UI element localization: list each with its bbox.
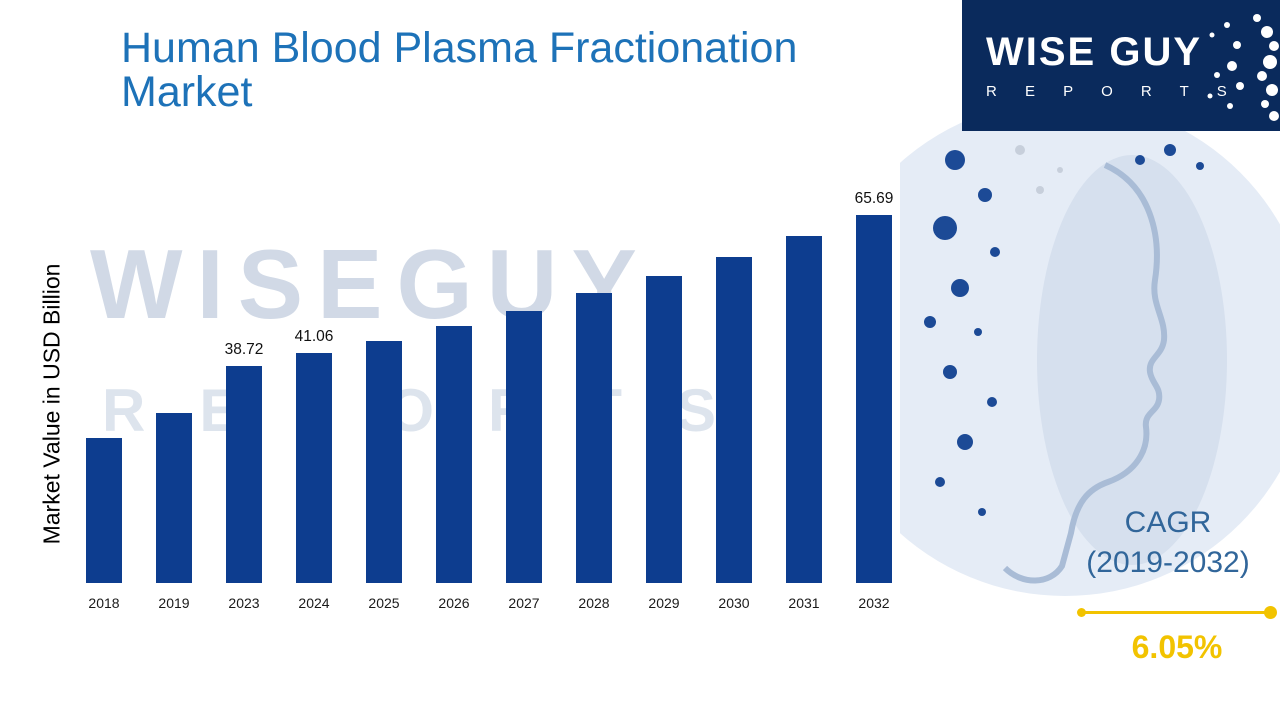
page-title: Human Blood Plasma Fractionation Market [121,24,798,117]
bar [226,366,262,583]
bar-column: 2027 [506,286,542,611]
bar [506,311,542,583]
x-axis-tick-label: 2023 [228,595,260,611]
wise-guy-reports-logo: WISE GUY R E P O R T S [962,0,1280,131]
y-axis-label: Market Value in USD Billion [38,263,65,545]
bar-column: 2025 [366,316,402,611]
cagr-value: 6.05% [1131,629,1223,665]
bar-column: 2018 [86,413,122,611]
bar-column: 2030 [716,232,752,611]
x-axis-tick-label: 2028 [578,595,610,611]
bar-column: 2031 [786,211,822,611]
bar [366,341,402,583]
logo-wise-guy: WISE GUY [986,30,1203,74]
cagr-underline [1077,606,1277,619]
x-axis-tick-label: 2031 [788,595,820,611]
bar-value-label: 41.06 [294,328,334,345]
logo-text: WISE GUY R E P O R T S [986,30,1239,100]
bar [646,276,682,583]
bar-value-label: 38.72 [224,341,264,358]
x-axis-tick-label: 2024 [298,595,330,611]
bar [296,353,332,583]
x-axis-tick-label: 2018 [88,595,120,611]
bar-column: 41.06 2024 [294,328,334,611]
bar-column: 2029 [646,251,682,611]
face-watermark-art [900,100,1280,596]
bar-column: 65.69 2032 [854,190,894,611]
cagr-range: (2019-2032) [1086,546,1250,579]
face-shadow [1037,155,1227,565]
bar [716,257,752,583]
dot-pattern [924,144,1204,516]
face-profile-line [1002,162,1168,584]
cagr-block: CAGR (2019-2032) [1062,506,1274,580]
x-axis-tick-label: 2032 [858,595,890,611]
bar [786,236,822,583]
logo-face-dots-icon [1207,14,1279,121]
x-axis-tick-label: 2019 [158,595,190,611]
x-axis-tick-label: 2026 [438,595,470,611]
bar [436,326,472,583]
x-axis-tick-label: 2029 [648,595,680,611]
bar [856,215,892,583]
bar-column: 2019 [156,388,192,611]
bar-chart: 2018 2019 38.72 2023 41.06 2024 2025 2026 2027 20… [86,190,894,611]
bar-column: 2028 [576,268,612,611]
x-axis-tick-label: 2027 [508,595,540,611]
logo-reports: R E P O R T S [986,83,1239,100]
bar [576,293,612,583]
watermark-wiseguy: WISEGUY [90,229,651,339]
x-axis-tick-label: 2025 [368,595,400,611]
gray-dot-pattern [1015,145,1063,194]
bar [156,413,192,583]
bar [86,438,122,583]
cagr-label: CAGR [1124,506,1212,539]
x-axis-tick-label: 2030 [718,595,750,611]
bar-value-label: 65.69 [854,190,894,207]
bar-column: 2026 [436,301,472,611]
bar-column: 38.72 2023 [224,341,264,611]
